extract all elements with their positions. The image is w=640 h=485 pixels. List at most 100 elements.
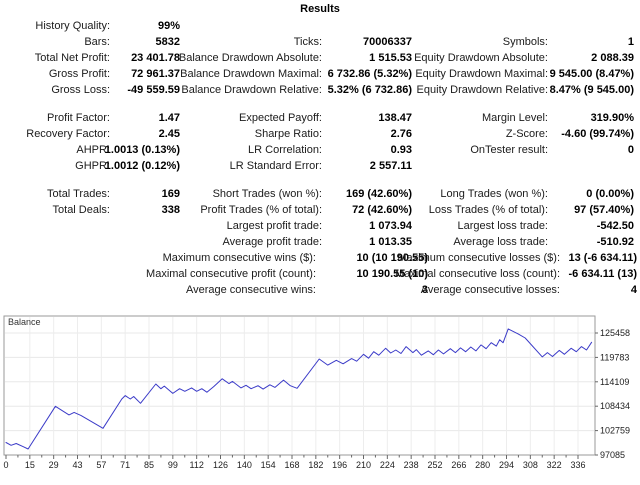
x-axis-label: 15 (25, 460, 35, 470)
stat-value: 10 190.55 (10) (356, 268, 428, 280)
balance-chart: Balance 125458 119783 114109 108434 102759 970… (0, 312, 640, 480)
stat-label: Expected Payoff: (239, 112, 322, 124)
stat-label: Margin Level: (481, 112, 548, 124)
stat-value: 72 (42.60%) (352, 204, 412, 216)
stat-label: Recovery Factor: (26, 128, 110, 140)
stat-value: 10 (10 190.55) (356, 252, 428, 264)
balance-chart-canvas: Balance 125458 119783 114109 108434 102759 970… (3, 315, 630, 470)
stat-value: 2 557.11 (369, 160, 412, 172)
stat-value: -49 559.59 (127, 84, 180, 96)
stat-label: Average consecutive losses: (420, 284, 560, 296)
stat-label: OnTester result: (470, 144, 548, 156)
stat-value: 4 (630, 284, 637, 296)
stat-value: -4.60 (99.74%) (561, 128, 634, 140)
stat-value: 70006337 (363, 36, 412, 48)
stat-label: Equity Drawdown Maximal: (415, 68, 548, 80)
stat-value: 338 (161, 204, 180, 216)
y-axis-label: 125458 (600, 328, 630, 338)
stat-label: Long Trades (won %): (440, 188, 548, 200)
stat-value: 1.0012 (0.12%) (104, 160, 180, 172)
x-axis-label: 112 (189, 460, 203, 470)
stat-value: -510.92 (596, 236, 634, 248)
stat-row: Largest profit trade: 1 073.94 Largest los… (0, 218, 640, 234)
x-axis-label: 322 (547, 460, 562, 470)
stat-row: Average consecutive wins: 3 Average consec… (0, 282, 640, 298)
stat-label: Maximal consecutive profit (count): (146, 268, 316, 280)
x-axis-label: 238 (404, 460, 419, 470)
stat-label: Maximum consecutive losses ($): (397, 252, 560, 264)
y-axis-label: 108434 (600, 401, 630, 411)
page-title: Results (300, 3, 340, 15)
x-axis-label: 29 (49, 460, 59, 470)
stat-value: -542.50 (596, 220, 634, 232)
x-axis-label: 43 (72, 460, 82, 470)
stat-label: Largest loss trade: (457, 220, 549, 232)
stat-value: 97 (57.40%) (574, 204, 634, 216)
stat-label: Total Deals: (52, 204, 110, 216)
x-axis-label: 308 (523, 460, 538, 470)
stat-value: -6 634.11 (13) (568, 268, 638, 280)
stat-label: Equity Drawdown Absolute: (414, 52, 548, 64)
y-axis-label: 102759 (600, 426, 630, 436)
stat-row: Total Deals: 338 Profit Trades (% of total… (0, 202, 640, 218)
stat-row: Maximum consecutive wins ($): 10 (10 190.… (0, 250, 640, 266)
stat-label: Total Net Profit: (34, 52, 110, 64)
stat-row: Average profit trade: 1 013.35 Average los… (0, 234, 640, 250)
stat-label: Equity Drawdown Relative: (416, 84, 548, 96)
x-axis-label: 57 (96, 460, 106, 470)
x-axis-label: 336 (570, 460, 585, 470)
x-axis-label: 294 (499, 460, 514, 470)
stat-label: Balance Drawdown Maximal: (180, 68, 322, 80)
stat-value: 138.47 (378, 112, 412, 124)
stat-label: Bars: (84, 36, 110, 48)
stat-label: Average consecutive wins: (185, 284, 316, 296)
stat-row: Profit Factor: 1.47 Expected Payoff: 138.47… (0, 110, 640, 126)
stat-label: Short Trades (won %): (212, 188, 322, 200)
stat-value: 1 515.53 (369, 52, 412, 64)
stat-label: LR Correlation: (248, 144, 322, 156)
x-axis-label: 224 (380, 460, 395, 470)
stat-value: 169 (42.60%) (345, 188, 412, 200)
stat-row: Bars: 5832 Ticks: 70006337 Symbols: 1 (0, 34, 640, 50)
stat-label: Average profit trade: (222, 236, 322, 248)
x-axis-label: 266 (451, 460, 466, 470)
stat-label: Z-Score: (505, 128, 548, 140)
y-axis-label: 119783 (600, 352, 629, 362)
stat-label: GHPR: (75, 160, 110, 172)
chart-legend-balance: Balance (8, 317, 41, 327)
stat-row: AHPR: 1.0013 (0.13%) LR Correlation: 0.93 On… (0, 142, 640, 158)
x-axis-label: 210 (356, 460, 371, 470)
stat-row: GHPR: 1.0012 (0.12%) LR Standard Error: 2 5… (0, 158, 640, 174)
stat-value: 1.0013 (0.13%) (104, 144, 180, 156)
stat-value: 0.93 (390, 144, 412, 156)
stat-row: Gross Loss: -49 559.59 Balance Drawdown Re… (0, 82, 640, 98)
x-axis-label: 196 (332, 460, 347, 470)
x-axis-label: 99 (168, 460, 178, 470)
x-axis-label: 280 (475, 460, 490, 470)
stat-label: AHPR: (76, 144, 110, 156)
stat-value: 23 401.78 (131, 52, 180, 64)
x-axis-label: 252 (427, 460, 442, 470)
x-axis-label: 85 (144, 460, 154, 470)
stat-row: Recovery Factor: 2.45 Sharpe Ratio: 2.76 Z-S… (0, 126, 640, 142)
x-axis-label: 126 (213, 460, 228, 470)
stat-label: Largest profit trade: (226, 220, 322, 232)
stat-label: Maximal consecutive loss (count): (394, 268, 560, 280)
plot-border (3, 315, 596, 456)
stat-label: Ticks: (293, 36, 322, 48)
stat-row: Total Net Profit: 23 401.78 Balance Drawdo… (0, 50, 640, 66)
stat-label: Loss Trades (% of total): (428, 204, 548, 216)
stat-label: Profit Factor: (47, 112, 110, 124)
stat-label: Symbols: (502, 36, 548, 48)
stat-value: 2.76 (390, 128, 412, 140)
x-axis-label: 0 (3, 460, 8, 470)
stat-label: LR Standard Error: (229, 160, 322, 172)
x-axis-label: 182 (308, 460, 323, 470)
stat-value: 0 (627, 144, 634, 156)
stat-label: Gross Profit: (48, 68, 110, 80)
balance-curve (5, 328, 593, 450)
stat-label: Balance Drawdown Relative: (181, 84, 322, 96)
stat-row: Total Trades: 169 Short Trades (won %): 169… (0, 186, 640, 202)
stat-value: 6 732.86 (5.32%) (327, 68, 412, 80)
stat-value: 0 (0.00%) (586, 188, 634, 200)
